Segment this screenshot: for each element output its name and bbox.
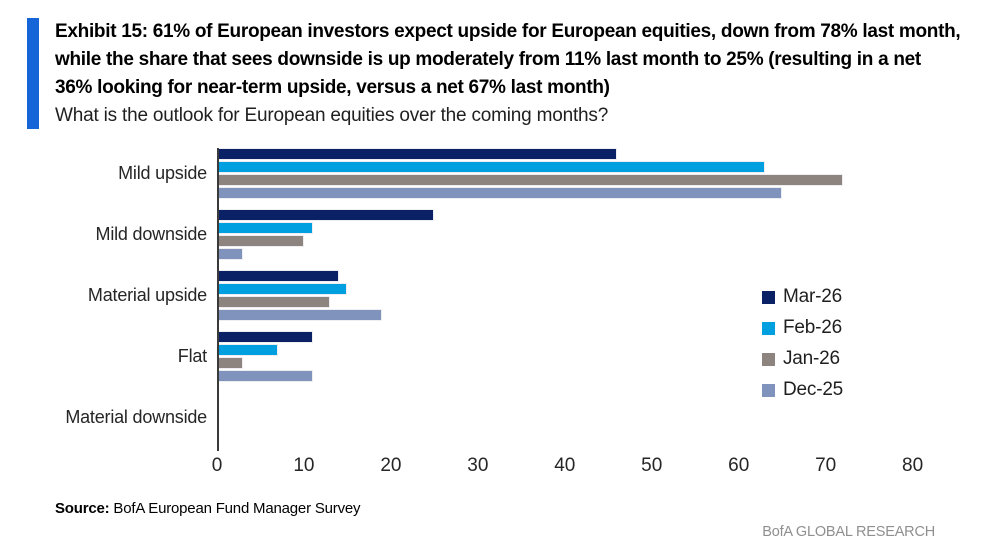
- x-tick-label: 80: [902, 455, 924, 476]
- chart-row: Material downside: [0, 392, 930, 443]
- bar-jan-26: [217, 296, 331, 308]
- x-tick-label: 10: [293, 455, 315, 476]
- legend-swatch: [762, 383, 775, 397]
- bar-group: [217, 148, 930, 199]
- legend-label: Dec-25: [783, 379, 844, 400]
- x-axis: 0 10 20 30 40 50 60 70 80: [212, 455, 930, 481]
- category-label: Mild upside: [118, 163, 207, 183]
- legend-label: Jan-26: [783, 348, 840, 369]
- category-label: Material upside: [87, 285, 207, 305]
- legend-swatch: [762, 321, 775, 335]
- chart-row: Material upside: [0, 270, 930, 321]
- legend-label: Mar-26: [783, 286, 842, 307]
- title-block: Exhibit 15: 61% of European investors ex…: [55, 18, 962, 129]
- bar-feb-26: [217, 222, 313, 234]
- legend-item: Feb-26: [762, 317, 843, 339]
- legend-swatch: [762, 352, 775, 366]
- bar-jan-26: [217, 235, 304, 247]
- source-label: Source:: [55, 500, 110, 517]
- category-label: Material downside: [65, 407, 207, 427]
- bar-dec-25: [217, 248, 244, 260]
- bar-jan-26: [217, 174, 844, 186]
- bar-group: [217, 331, 930, 382]
- x-tick-label: 30: [467, 455, 489, 476]
- source-text: BofA European Fund Manager Survey: [109, 500, 361, 517]
- x-tick-label: 20: [380, 455, 402, 476]
- x-tick-label: 60: [728, 455, 750, 476]
- legend-label: Feb-26: [783, 317, 843, 338]
- bar-mar-26: [217, 209, 435, 221]
- bar-mar-26: [217, 270, 339, 282]
- chart-rows: Mild upside Mild downside Material upside F…: [0, 148, 930, 451]
- bar-dec-25: [217, 309, 383, 321]
- source-note: Source: BofA European Fund Manager Surve…: [55, 500, 361, 517]
- legend-item: Jan-26: [762, 348, 843, 370]
- bar-mar-26: [217, 148, 617, 160]
- title-accent-bar: [27, 18, 39, 129]
- bar-dec-25: [217, 370, 313, 382]
- bar-mar-26: [217, 331, 313, 343]
- category-label: Mild downside: [95, 224, 208, 244]
- legend-swatch: [762, 290, 775, 304]
- brand-note: BofA GLOBAL RESEARCH: [762, 524, 935, 540]
- exhibit-title: Exhibit 15: 61% of European investors ex…: [55, 21, 961, 98]
- bar-chart: Mild upside Mild downside Material upside F…: [0, 148, 990, 481]
- x-tick-label: 50: [641, 455, 663, 476]
- chart-row: Flat: [0, 331, 930, 382]
- chart-row: Mild upside: [0, 148, 930, 199]
- exhibit-header: Exhibit 15: 61% of European investors ex…: [27, 18, 962, 129]
- y-axis-line: [217, 148, 219, 451]
- bar-group: [217, 209, 930, 260]
- chart-row: Mild downside: [0, 209, 930, 260]
- x-tick-label: 70: [815, 455, 837, 476]
- bar-jan-26: [217, 357, 244, 369]
- category-label: Flat: [177, 346, 207, 366]
- bar-group: [217, 270, 930, 321]
- bar-dec-25: [217, 187, 783, 199]
- bar-feb-26: [217, 344, 278, 356]
- x-tick-label: 0: [211, 455, 223, 476]
- bar-feb-26: [217, 283, 348, 295]
- chart-subtitle: What is the outlook for European equitie…: [55, 105, 609, 126]
- chart-legend: Mar-26 Feb-26 Jan-26 Dec-25: [762, 286, 843, 410]
- x-tick-label: 40: [554, 455, 576, 476]
- legend-item: Dec-25: [762, 379, 843, 401]
- legend-item: Mar-26: [762, 286, 843, 308]
- bar-feb-26: [217, 161, 765, 173]
